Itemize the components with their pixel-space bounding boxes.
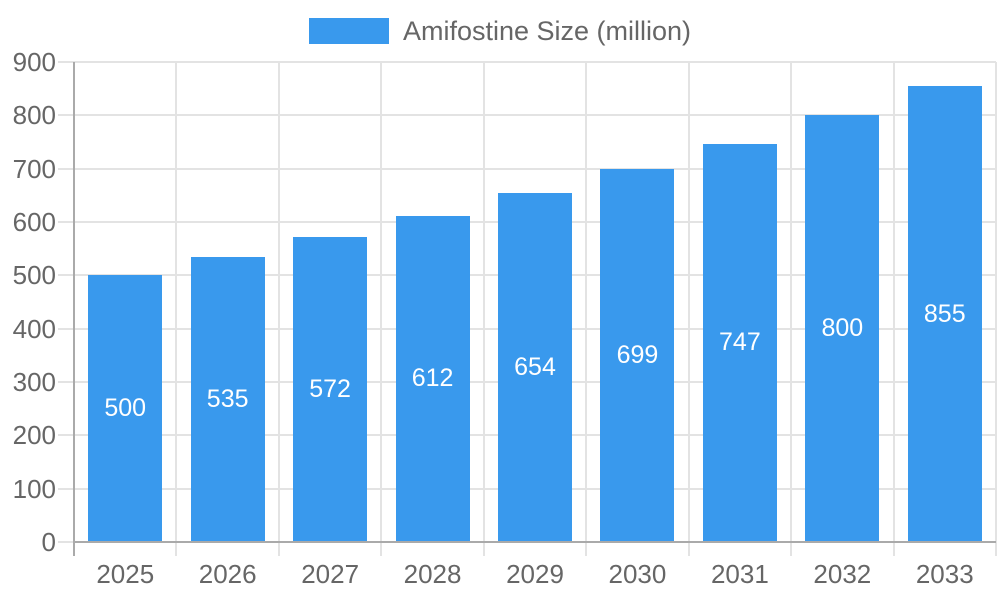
- bar-value-label-2033: 855: [923, 299, 966, 328]
- bar-2033[interactable]: 855: [907, 86, 982, 542]
- bar-value-label-2027: 572: [309, 374, 351, 403]
- v-gridline-6: [687, 62, 690, 556]
- y-tick-label-900: 900: [12, 47, 56, 77]
- y-tick-label-100: 100: [12, 473, 56, 504]
- v-gridline-7: [790, 62, 793, 556]
- h-gridline-0-tick: [58, 541, 74, 543]
- bar-2028[interactable]: 612: [395, 215, 470, 542]
- v-gridline-8: [892, 62, 895, 556]
- bar-2029[interactable]: 654: [498, 193, 572, 542]
- x-tick-label-2028: 2028: [403, 559, 462, 589]
- y-tick-label-600: 600: [12, 207, 56, 237]
- y-axis-tick-labels: 0 100 200 300 400 500 600 700 800 900: [0, 47, 56, 557]
- y-axis-line: [73, 62, 75, 556]
- bar-2032[interactable]: 800: [805, 115, 880, 542]
- v-gridline-2: [277, 62, 280, 556]
- x-tick-label-2031: 2031: [710, 559, 769, 589]
- y-tick-label-800: 800: [12, 100, 56, 131]
- plot-area: 500 535 572 612 654 699 747 800 855: [58, 61, 997, 556]
- x-tick-label-2025: 2025: [96, 559, 155, 589]
- bar-2025[interactable]: 500: [88, 275, 163, 542]
- y-tick-label-200: 200: [12, 420, 56, 451]
- x-tick-label-2030: 2030: [608, 559, 667, 589]
- v-gridline-1: [175, 62, 178, 556]
- x-axis-tick-labels: 2025 2026 2027 2028 2029 2030 2031 2032 2033: [74, 558, 996, 592]
- x-tick-label-2029: 2029: [506, 559, 564, 589]
- bar-2026[interactable]: 535: [190, 256, 265, 542]
- h-gridline-900: [58, 61, 996, 63]
- v-gridline-4: [482, 62, 485, 556]
- bar-2030[interactable]: 699: [600, 169, 675, 542]
- legend-label: Amifostine Size (million): [402, 15, 692, 46]
- y-tick-label-700: 700: [12, 153, 56, 184]
- y-tick-label-0: 0: [41, 527, 56, 557]
- v-gridline-3: [380, 62, 383, 556]
- y-tick-label-500: 500: [12, 260, 56, 291]
- v-gridline-5: [585, 62, 588, 556]
- bar-2031[interactable]: 747: [702, 143, 777, 542]
- legend-swatch: [308, 18, 389, 44]
- x-tick-label-2027: 2027: [301, 559, 360, 589]
- bar-value-label-2028: 612: [411, 364, 454, 393]
- x-tick-label-2026: 2026: [198, 559, 257, 589]
- x-axis-line: [74, 541, 996, 543]
- bar-value-label-2029: 654: [514, 353, 556, 382]
- y-tick-label-300: 300: [12, 367, 56, 397]
- chart-legend[interactable]: Amifostine Size (million): [0, 15, 1000, 47]
- x-tick-label-2032: 2032: [813, 559, 872, 589]
- bar-2027[interactable]: 572: [293, 236, 368, 542]
- x-tick-label-2033: 2033: [915, 559, 974, 589]
- bar-value-label-2031: 747: [719, 328, 761, 357]
- h-gridline-800: [58, 114, 996, 117]
- v-gridline-9: [995, 62, 997, 556]
- h-gridline-700: [58, 167, 996, 170]
- bar-value-label-2026: 535: [206, 384, 249, 413]
- bar-value-label-2032: 800: [821, 314, 864, 343]
- bar-value-label-2025: 500: [104, 394, 147, 423]
- y-tick-label-400: 400: [12, 313, 56, 344]
- bar-value-label-2030: 699: [616, 341, 659, 370]
